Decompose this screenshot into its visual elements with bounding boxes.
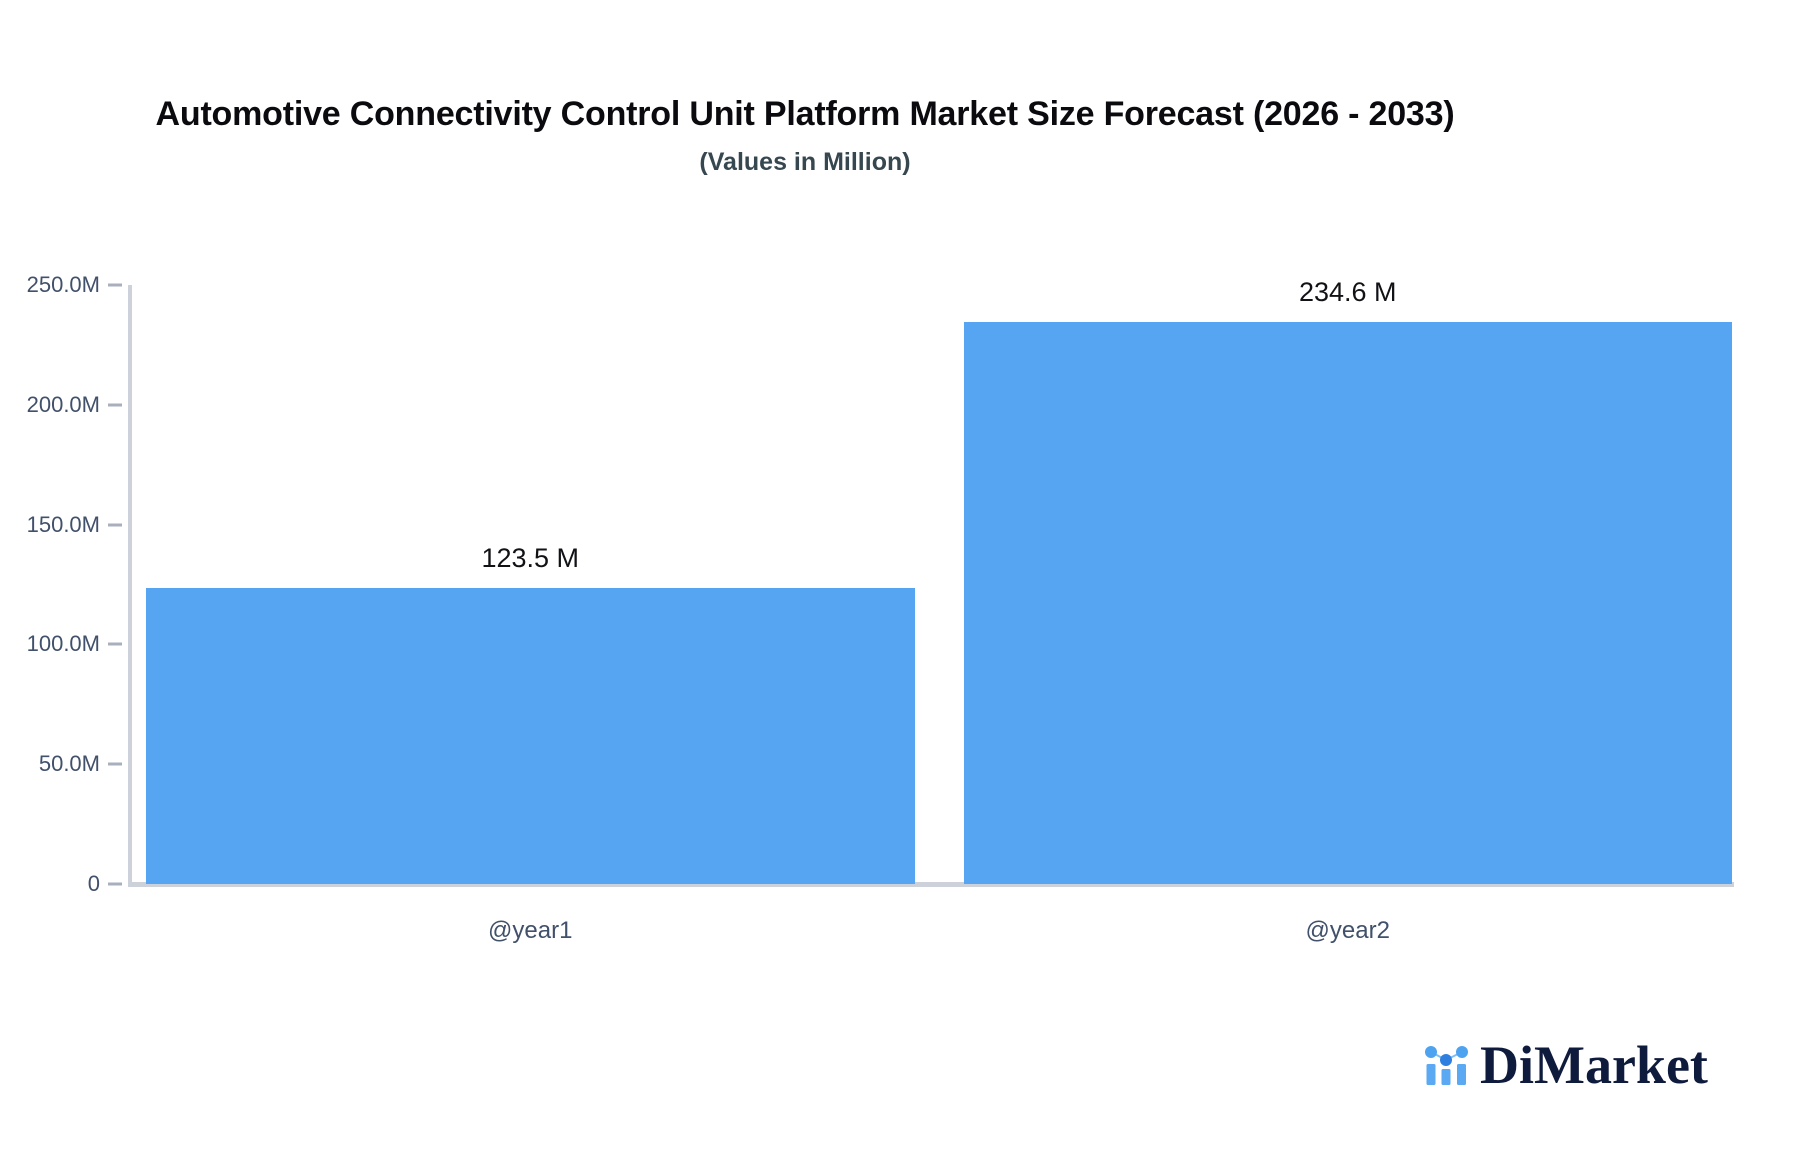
- y-tick-mark: [108, 283, 122, 287]
- chart-title: Automotive Connectivity Control Unit Pla…: [155, 95, 1455, 133]
- y-tick-label: 100.0M: [26, 631, 100, 657]
- x-axis-line: [128, 882, 1734, 887]
- y-tick-label: 0: [87, 871, 100, 896]
- chart-subtitle: (Values in Million): [699, 148, 911, 177]
- y-tick-mark: [108, 882, 122, 886]
- bar-chart-icon: [1424, 1043, 1470, 1087]
- y-tick-mark: [108, 642, 122, 646]
- bar[interactable]: [963, 321, 1732, 884]
- logo-wordmark: DiMarket: [1480, 1035, 1708, 1095]
- chart-header: Automotive Connectivity Control Unit Pla…: [0, 95, 1610, 177]
- y-tick-label: 200.0M: [26, 391, 100, 417]
- y-tick-label: 150.0M: [26, 511, 100, 537]
- bar-value-label: 123.5 M: [481, 543, 580, 574]
- y-tick-label: 250.0M: [26, 272, 100, 297]
- dimarket-logo: DiMarket: [1424, 1038, 1708, 1092]
- bar[interactable]: [146, 588, 915, 884]
- y-axis-line: [128, 285, 132, 885]
- x-category-label: @year2: [1305, 917, 1390, 944]
- x-category-label: @year1: [488, 917, 573, 944]
- y-tick-mark: [108, 762, 122, 766]
- y-tick-mark: [108, 523, 122, 527]
- y-tick-mark: [108, 403, 122, 407]
- bar-value-label: 234.6 M: [1298, 276, 1397, 307]
- y-tick-label: 50.0M: [38, 751, 100, 777]
